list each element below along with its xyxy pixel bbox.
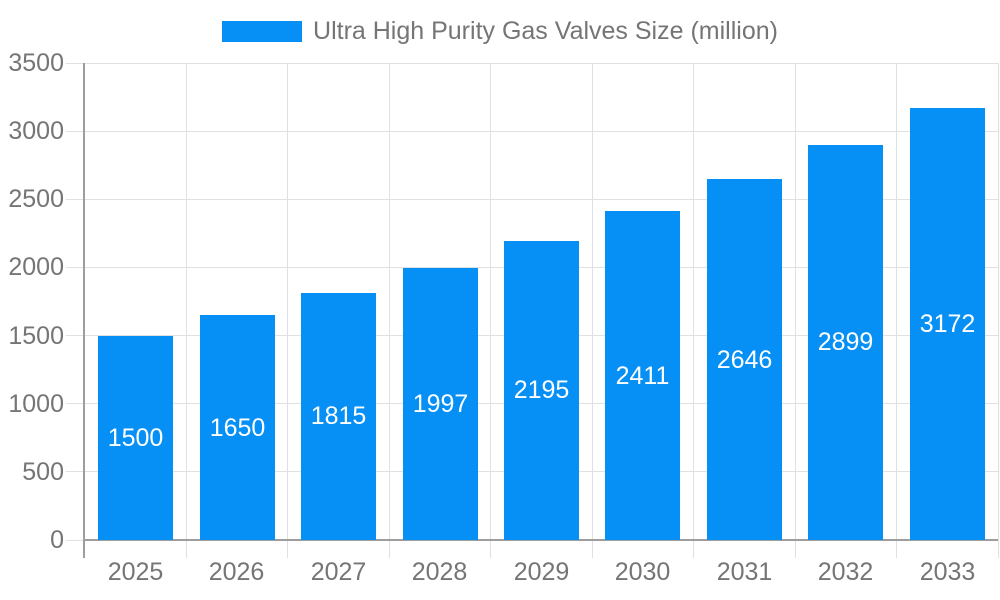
bar-value-label: 2411 bbox=[615, 362, 670, 390]
bar-value-label: 2899 bbox=[817, 328, 874, 356]
y-axis-tick bbox=[66, 131, 85, 132]
y-axis-tick bbox=[66, 403, 85, 404]
x-tick-label: 2029 bbox=[513, 558, 570, 586]
gridline-horizontal bbox=[85, 131, 998, 132]
x-tick-label: 2028 bbox=[411, 558, 468, 586]
gridline-vertical bbox=[896, 63, 897, 540]
bar-value-label: 2646 bbox=[716, 346, 773, 374]
y-tick-label: 0 bbox=[50, 526, 64, 554]
bar-value-label: 1815 bbox=[310, 402, 367, 430]
legend: Ultra High Purity Gas Valves Size (milli… bbox=[0, 17, 1000, 46]
x-tick-label: 2033 bbox=[919, 558, 976, 586]
y-axis-tick bbox=[66, 267, 85, 268]
gridline-vertical bbox=[186, 63, 187, 540]
x-axis-tick bbox=[998, 540, 999, 558]
x-axis-tick bbox=[896, 540, 897, 558]
x-axis-tick bbox=[693, 540, 694, 558]
x-tick-label: 2032 bbox=[817, 558, 874, 586]
gridline-vertical bbox=[490, 63, 491, 540]
gridline-vertical bbox=[287, 63, 288, 540]
gridline-vertical bbox=[998, 63, 999, 540]
y-tick-label: 2500 bbox=[8, 185, 64, 213]
bar-2033 bbox=[910, 108, 985, 540]
gridline-horizontal bbox=[85, 63, 998, 64]
y-tick-label: 500 bbox=[22, 458, 64, 486]
legend-item[interactable]: Ultra High Purity Gas Valves Size (milli… bbox=[222, 17, 778, 46]
x-axis-line bbox=[83, 539, 998, 541]
y-axis-tick bbox=[66, 335, 85, 336]
y-tick-label: 2000 bbox=[8, 253, 64, 281]
bar-2032 bbox=[808, 145, 883, 540]
bar-value-label: 1650 bbox=[209, 414, 266, 442]
x-axis-tick bbox=[389, 540, 390, 558]
gridline-vertical bbox=[693, 63, 694, 540]
y-axis-tick bbox=[66, 540, 85, 541]
x-axis-tick bbox=[490, 540, 491, 558]
gridline-vertical bbox=[389, 63, 390, 540]
y-axis-tick bbox=[66, 63, 85, 64]
bar-value-label: 1500 bbox=[107, 424, 164, 452]
x-tick-label: 2025 bbox=[107, 558, 164, 586]
x-axis-tick bbox=[592, 540, 593, 558]
y-tick-label: 3500 bbox=[8, 49, 64, 77]
y-tick-label: 3000 bbox=[8, 117, 64, 145]
bar-2029 bbox=[504, 241, 579, 540]
x-axis-tick bbox=[795, 540, 796, 558]
bar-2027 bbox=[301, 293, 376, 540]
x-axis-tick bbox=[186, 540, 187, 558]
y-axis-tick bbox=[66, 199, 85, 200]
y-tick-label: 1000 bbox=[8, 390, 64, 418]
bar-value-label: 1997 bbox=[412, 390, 469, 418]
x-tick-label: 2027 bbox=[310, 558, 367, 586]
bar-2030 bbox=[605, 211, 680, 540]
legend-label: Ultra High Purity Gas Valves Size (milli… bbox=[313, 16, 778, 45]
legend-swatch-icon bbox=[222, 20, 303, 42]
x-tick-label: 2031 bbox=[716, 558, 773, 586]
bar-value-label: 2195 bbox=[513, 376, 570, 404]
x-tick-label: 2026 bbox=[208, 558, 265, 586]
bar-2025 bbox=[98, 336, 173, 540]
bar-2031 bbox=[707, 179, 782, 540]
gridline-vertical bbox=[592, 63, 593, 540]
bar-value-label: 3172 bbox=[919, 310, 976, 338]
bar-2028 bbox=[403, 268, 478, 540]
bar-2026 bbox=[200, 315, 275, 540]
x-axis-tick bbox=[287, 540, 288, 558]
x-tick-label: 2030 bbox=[614, 558, 671, 586]
gridline-vertical bbox=[795, 63, 796, 540]
y-tick-label: 1500 bbox=[8, 322, 64, 350]
y-axis-tick bbox=[66, 471, 85, 472]
y-axis-line bbox=[83, 63, 85, 558]
gridline-horizontal bbox=[85, 199, 998, 200]
